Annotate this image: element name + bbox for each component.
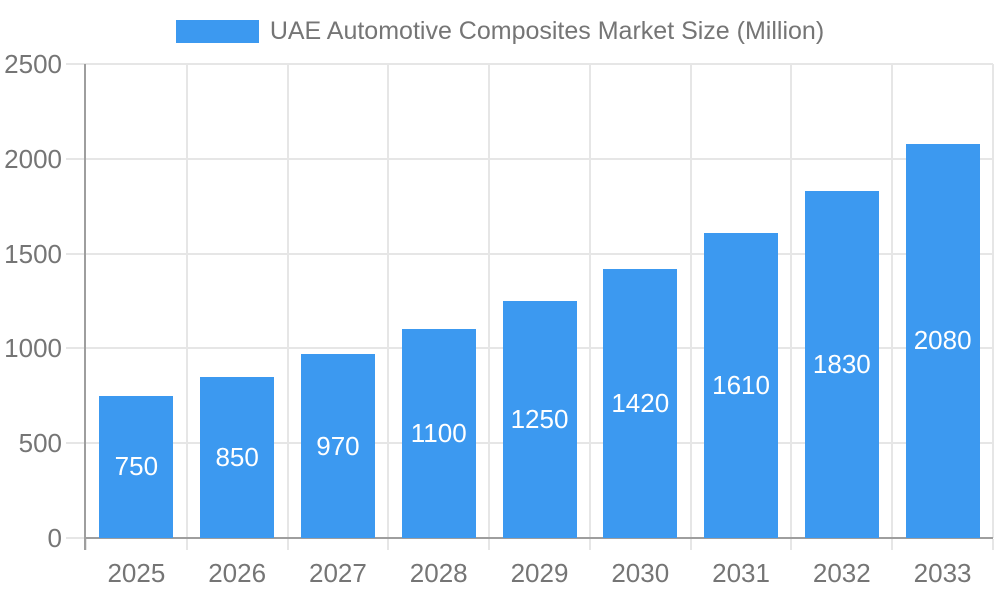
bar-value-label: 750 xyxy=(114,451,159,482)
bar-value-label: 1830 xyxy=(812,349,871,379)
y-axis-tick-label: 2000 xyxy=(4,143,62,174)
y-axis-tick-label: 0 xyxy=(47,523,62,553)
x-axis-tick-label: 2029 xyxy=(510,558,569,588)
x-axis-tick xyxy=(387,539,390,550)
bar-2030[interactable]: 1420 xyxy=(603,268,678,538)
y-axis-line xyxy=(84,64,86,550)
legend[interactable]: UAE Automotive Composites Market Size (M… xyxy=(0,17,1000,45)
bar-value-label: 1100 xyxy=(410,418,467,449)
bar-value-label: 2080 xyxy=(913,325,972,356)
x-axis-tick-label: 2030 xyxy=(611,558,670,588)
legend-label: UAE Automotive Composites Market Size (M… xyxy=(269,17,825,45)
bar-2026[interactable]: 850 xyxy=(200,376,275,538)
x-gridline xyxy=(387,64,390,538)
y-axis-tick xyxy=(66,252,86,255)
bar-2027[interactable]: 970 xyxy=(300,354,375,538)
x-axis-tick-label: 2025 xyxy=(107,558,166,588)
bar-value-label: 850 xyxy=(215,441,259,472)
x-gridline xyxy=(891,64,894,538)
bar-2033[interactable]: 2080 xyxy=(905,143,980,538)
bar-value-label: 1420 xyxy=(611,387,670,418)
y-axis-tick-label: 1500 xyxy=(4,238,62,269)
x-axis-tick-label: 2031 xyxy=(712,558,770,588)
x-axis-tick xyxy=(588,539,591,550)
bar-2031[interactable]: 1610 xyxy=(704,232,779,538)
bar-value-label: 1610 xyxy=(712,369,770,400)
bar-2025[interactable]: 750 xyxy=(99,395,174,538)
x-gridline xyxy=(689,64,692,538)
x-gridline xyxy=(992,64,994,538)
y-axis-tick xyxy=(66,537,86,539)
y-axis-tick xyxy=(66,157,86,160)
x-gridline xyxy=(286,64,289,538)
y-axis-tick xyxy=(66,347,86,350)
y-gridline xyxy=(86,252,993,255)
x-axis-tick-label: 2026 xyxy=(208,558,267,588)
legend-swatch-icon xyxy=(175,19,259,43)
bar-value-label: 1250 xyxy=(510,404,569,434)
y-gridline xyxy=(86,157,993,160)
x-axis-tick-label: 2028 xyxy=(409,558,468,588)
x-axis-tick xyxy=(891,539,894,550)
bar-2032[interactable]: 1830 xyxy=(804,191,879,538)
x-axis-tick-label: 2027 xyxy=(309,558,367,588)
x-axis-tick-label: 2033 xyxy=(913,558,972,588)
x-axis-tick xyxy=(790,539,793,550)
x-axis-tick xyxy=(185,539,188,550)
y-axis-tick-label: 2500 xyxy=(4,49,62,79)
x-axis-tick xyxy=(85,539,87,550)
y-axis-tick-label: 500 xyxy=(18,428,62,459)
x-axis-tick xyxy=(992,539,994,550)
bar-value-label: 970 xyxy=(316,430,360,461)
y-axis-tick xyxy=(66,63,86,65)
x-axis-tick xyxy=(286,539,289,550)
x-axis-tick-label: 2032 xyxy=(812,558,871,588)
x-gridline xyxy=(588,64,591,538)
bar-2028[interactable]: 1100 xyxy=(401,329,476,538)
y-axis-tick xyxy=(66,442,86,445)
x-gridline xyxy=(185,64,188,538)
y-gridline xyxy=(86,63,993,65)
x-axis-tick xyxy=(689,539,692,550)
x-axis-baseline xyxy=(84,537,993,539)
x-axis-tick xyxy=(488,539,491,550)
y-axis-tick-label: 1000 xyxy=(4,333,62,364)
bar-2029[interactable]: 1250 xyxy=(502,301,577,538)
x-gridline xyxy=(488,64,491,538)
x-gridline xyxy=(790,64,793,538)
